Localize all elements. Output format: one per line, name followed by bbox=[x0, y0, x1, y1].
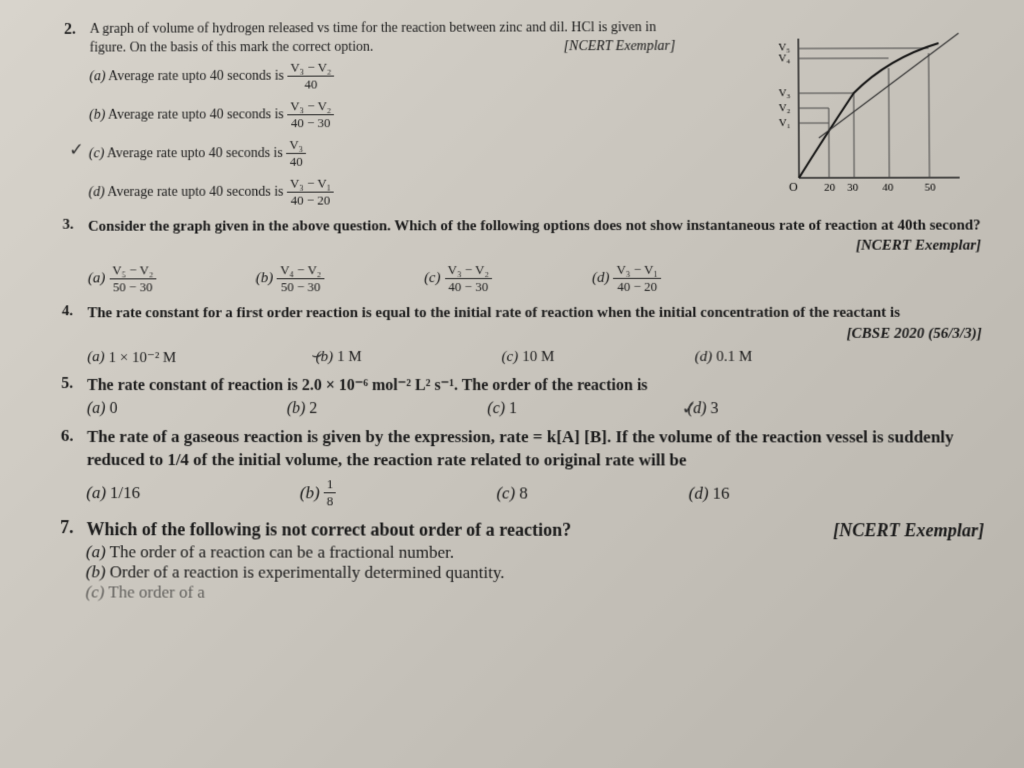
q5-text: The rate constant of reaction is 2.0 × 1… bbox=[87, 375, 983, 397]
q3-opt-d: (d) V₃ − V₁40 − 20 bbox=[592, 262, 661, 295]
q6-opt-d: (d) 16 bbox=[689, 483, 730, 503]
q7-opt-c: (c) The order of a bbox=[85, 582, 988, 604]
q4-text: The rate constant for a first order reac… bbox=[87, 303, 982, 344]
q6-opt-a: (a) 1/16 bbox=[86, 483, 140, 503]
q2-opt-b: (b) Average rate upto 40 seconds is V₃ −… bbox=[89, 97, 680, 131]
q3-tag: [NCERT Exemplar] bbox=[856, 236, 981, 256]
q7-body: Which of the following is not correct ab… bbox=[86, 519, 571, 540]
q3-number: 3. bbox=[62, 217, 84, 234]
q2-opt-d-frac: V₃ − V₁40 − 20 bbox=[287, 175, 334, 208]
svg-text:30: 30 bbox=[847, 182, 859, 194]
q7-opt-b: (b) Order of a reaction is experimentall… bbox=[86, 562, 989, 584]
q4-tag: [CBSE 2020 (56/3/3)] bbox=[847, 323, 982, 343]
question-5: 5. The rate constant of reaction is 2.0 … bbox=[61, 375, 987, 419]
q2-text: A graph of volume of hydrogen released v… bbox=[90, 19, 676, 58]
check-icon: ✓ bbox=[682, 398, 697, 419]
question-3: 3. Consider the graph given in the above… bbox=[62, 215, 986, 295]
svg-text:50: 50 bbox=[924, 182, 936, 194]
check-icon: ⌣ bbox=[310, 343, 325, 366]
svg-text:V₃: V₃ bbox=[779, 87, 791, 99]
q2-opt-a-frac: V₃ − V₂40 bbox=[287, 60, 334, 93]
reaction-graph: 20 30 40 50 O V₁ V₂ V₃ V₄ V₅ bbox=[768, 28, 970, 198]
q2-opt-b-frac: V₃ − V₂40 − 30 bbox=[287, 98, 334, 131]
q4-opt-d: (d) 0.1 M bbox=[695, 348, 753, 367]
svg-text:V₅: V₅ bbox=[778, 42, 790, 54]
svg-text:O: O bbox=[789, 180, 798, 194]
q3-opt-c: (c) V₃ − V₂40 − 30 bbox=[424, 262, 492, 295]
q5-opt-c: (c) 1 bbox=[487, 400, 517, 418]
q5-opt-b: (b) 2 bbox=[287, 400, 318, 418]
question-6: 6. The rate of a gaseous reaction is giv… bbox=[60, 426, 987, 510]
q2-opt-c-lead: Average rate upto 40 seconds is bbox=[107, 146, 283, 161]
q4-body: The rate constant for a first order reac… bbox=[87, 305, 900, 321]
q6-text: The rate of a gaseous reaction is given … bbox=[87, 426, 984, 473]
q2-number: 2. bbox=[64, 21, 86, 39]
q2-opt-c-frac: V₃40 bbox=[286, 137, 306, 170]
q2-opt-a: (a) Average rate upto 40 seconds is V₃ −… bbox=[89, 59, 679, 93]
svg-text:V₄: V₄ bbox=[778, 52, 790, 64]
q4-opt-a: (a) 1 × 10⁻² M bbox=[87, 348, 176, 367]
q7-tag: [NCERT Exemplar] bbox=[833, 518, 984, 543]
page-content: 20 30 40 50 O V₁ V₂ V₃ V₄ V₅ 2. A graph … bbox=[0, 0, 1024, 622]
q6-opt-c: (c) 8 bbox=[496, 483, 527, 503]
q5-opt-d: ✓(d) 3 bbox=[688, 400, 719, 418]
q5-number: 5. bbox=[61, 375, 83, 393]
svg-text:V₁: V₁ bbox=[779, 117, 791, 129]
q7-opt-a: (a) The order of a reaction can be a fra… bbox=[86, 542, 988, 564]
q2-opt-d-lead: Average rate upto 40 seconds is bbox=[107, 184, 283, 199]
q3-text: Consider the graph given in the above qu… bbox=[88, 215, 981, 256]
q4-opt-c: (c) 10 M bbox=[502, 348, 555, 367]
q6-number: 6. bbox=[61, 426, 83, 446]
q7-text: Which of the following is not correct ab… bbox=[86, 517, 984, 543]
q4-number: 4. bbox=[62, 304, 84, 321]
svg-text:40: 40 bbox=[882, 182, 894, 194]
q2-opt-c: ✓ (c) Average rate upto 40 seconds is V₃… bbox=[89, 136, 680, 170]
svg-text:20: 20 bbox=[824, 182, 836, 194]
q6-opt-b: (b) 18 bbox=[300, 476, 336, 509]
q2-opt-a-lead: Average rate upto 40 seconds is bbox=[108, 68, 284, 83]
q7-number: 7. bbox=[60, 517, 82, 538]
question-2: 2. A graph of volume of hydrogen release… bbox=[63, 19, 680, 209]
q3-opt-b: (b) V₄ − V₂50 − 30 bbox=[256, 263, 325, 296]
q4-opt-b: ⌣(b) 1 M bbox=[316, 348, 362, 367]
question-7: 7. Which of the following is not correct… bbox=[60, 517, 989, 603]
q2-opt-b-lead: Average rate upto 40 seconds is bbox=[108, 107, 284, 122]
q3-opt-a: (a) V₅ − V₂50 − 30 bbox=[88, 263, 157, 296]
q2-opt-d: (d) Average rate upto 40 seconds is V₃ −… bbox=[88, 175, 680, 209]
q2-tag: [NCERT Exemplar] bbox=[564, 38, 676, 57]
svg-text:V₂: V₂ bbox=[779, 102, 791, 114]
q3-body: Consider the graph given in the above qu… bbox=[88, 217, 981, 234]
q5-opt-a: (a) 0 bbox=[87, 400, 118, 418]
question-4: 4. The rate constant for a first order r… bbox=[61, 303, 986, 367]
check-icon: ✓ bbox=[69, 139, 84, 160]
